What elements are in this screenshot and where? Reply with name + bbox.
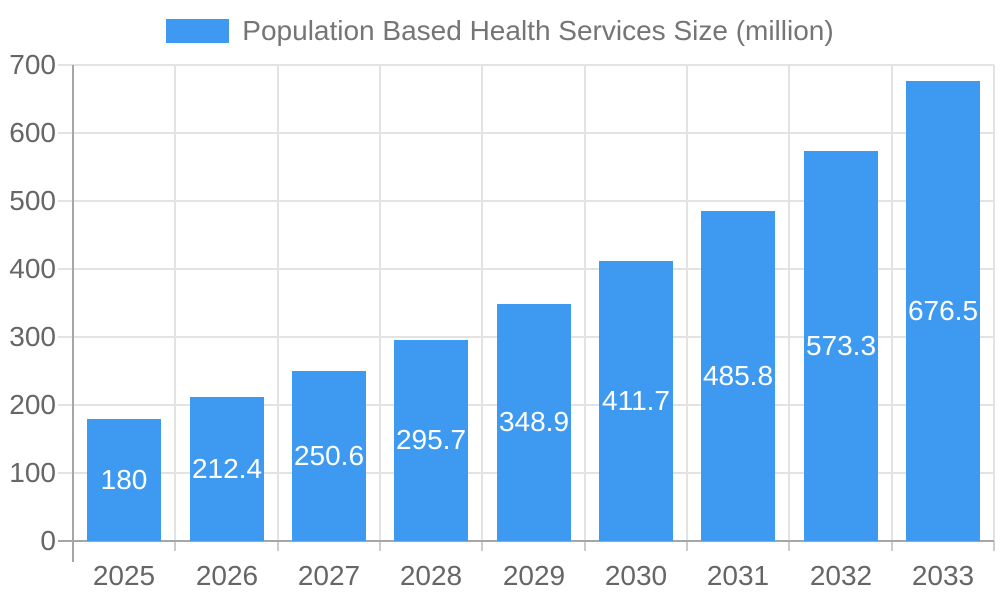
x-axis-tick-label: 2033 <box>911 560 975 591</box>
bar-value-label: 295.7 <box>395 424 467 455</box>
x-axis-tick-label: 2027 <box>297 560 361 591</box>
bar-value-label: 212.4 <box>191 453 263 484</box>
h-gridline <box>58 64 994 66</box>
x-axis-tick <box>174 541 176 551</box>
x-axis-tick-label: 2029 <box>502 560 566 591</box>
y-axis-tick-label: 300 <box>9 321 56 352</box>
bar[interactable] <box>292 371 366 541</box>
h-gridline <box>58 268 994 270</box>
v-gridline <box>788 65 790 541</box>
v-gridline <box>379 65 381 541</box>
bar-value-label: 676.5 <box>907 295 979 326</box>
bar[interactable] <box>804 151 878 541</box>
bar-value-label: 573.3 <box>805 330 877 361</box>
x-axis-tick <box>788 541 790 551</box>
v-gridline <box>686 65 688 541</box>
x-axis-baseline <box>58 540 994 542</box>
bar[interactable] <box>190 397 264 541</box>
y-axis-tick-label: 500 <box>9 185 56 216</box>
y-axis-tick-label: 200 <box>9 389 56 420</box>
bar-value-label: 411.7 <box>602 385 670 416</box>
x-axis-tick <box>993 541 995 551</box>
y-axis-line <box>72 65 74 562</box>
y-axis-tick-label: 400 <box>9 253 56 284</box>
v-gridline <box>891 65 893 541</box>
bar-value-label: 485.8 <box>702 360 774 391</box>
bar[interactable] <box>394 340 468 541</box>
x-axis-tick-label: 2028 <box>399 560 463 591</box>
h-gridline <box>58 200 994 202</box>
bar-value-label: 348.9 <box>498 406 570 437</box>
v-gridline <box>993 65 995 541</box>
x-axis-tick <box>584 541 586 551</box>
x-axis-tick-label: 2025 <box>92 560 156 591</box>
x-axis-tick <box>891 541 893 551</box>
x-axis-tick <box>277 541 279 551</box>
x-axis-tick <box>481 541 483 551</box>
v-gridline <box>481 65 483 541</box>
legend-swatch <box>166 19 230 43</box>
y-axis-tick-label: 700 <box>9 49 56 80</box>
v-gridline <box>277 65 279 541</box>
bar[interactable] <box>87 419 161 541</box>
bar[interactable] <box>497 304 571 541</box>
chart-legend[interactable]: Population Based Health Services Size (m… <box>0 17 1000 45</box>
v-gridline <box>174 65 176 541</box>
x-axis-tick <box>379 541 381 551</box>
x-axis-tick-label: 2032 <box>809 560 873 591</box>
v-gridline <box>584 65 586 541</box>
x-axis-tick <box>686 541 688 551</box>
h-gridline <box>58 132 994 134</box>
y-axis-tick-label: 600 <box>9 117 56 148</box>
x-axis-tick-label: 2031 <box>706 560 770 591</box>
y-axis-tick-label: 0 <box>40 525 56 556</box>
x-axis-tick-label: 2026 <box>195 560 259 591</box>
y-axis-tick-label: 100 <box>9 457 56 488</box>
bar-value-label: 180 <box>100 464 148 495</box>
bar[interactable] <box>906 81 980 541</box>
x-axis-tick-label: 2030 <box>604 560 668 591</box>
bar[interactable] <box>701 211 775 541</box>
bar-value-label: 250.6 <box>293 440 365 471</box>
bar[interactable] <box>599 261 673 541</box>
legend-label: Population Based Health Services Size (m… <box>242 15 834 46</box>
